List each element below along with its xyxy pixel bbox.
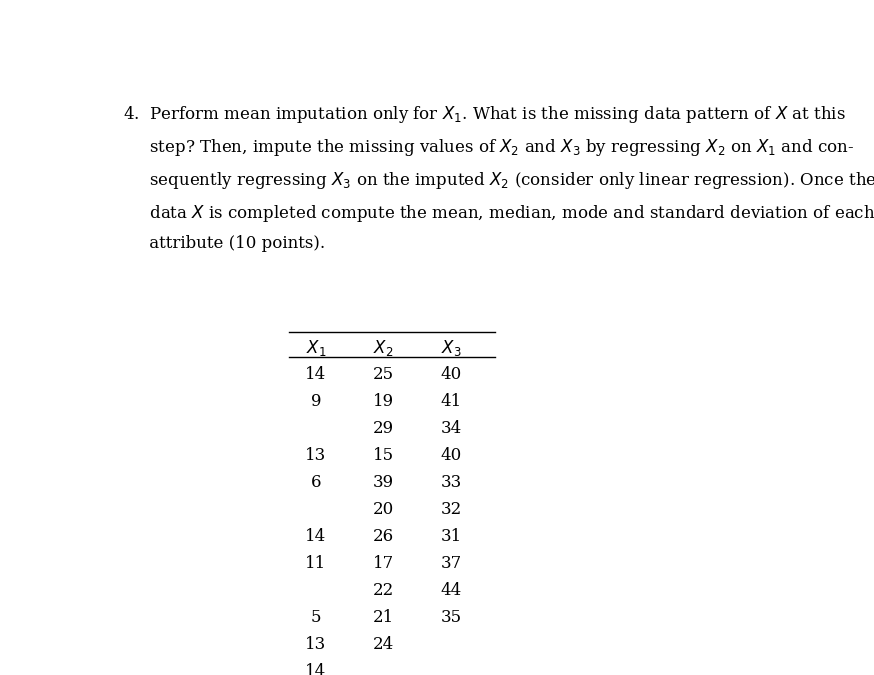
- Text: 17: 17: [373, 556, 394, 572]
- Text: 40: 40: [440, 448, 462, 464]
- Text: 14: 14: [305, 664, 327, 675]
- Text: 24: 24: [373, 637, 394, 653]
- Text: 13: 13: [305, 448, 327, 464]
- Text: 32: 32: [440, 502, 462, 518]
- Text: 22: 22: [373, 583, 394, 599]
- Text: 35: 35: [440, 610, 461, 626]
- Text: 14: 14: [305, 366, 327, 383]
- Text: 21: 21: [373, 610, 394, 626]
- Text: 41: 41: [440, 393, 462, 410]
- Text: 14: 14: [305, 529, 327, 545]
- Text: $X_1$: $X_1$: [306, 338, 326, 358]
- Text: 34: 34: [440, 421, 462, 437]
- Text: 15: 15: [373, 448, 394, 464]
- Text: $X_2$: $X_2$: [373, 338, 394, 358]
- Text: 33: 33: [440, 475, 462, 491]
- Text: 20: 20: [373, 502, 394, 518]
- Text: 11: 11: [305, 556, 327, 572]
- Text: 9: 9: [310, 393, 321, 410]
- Text: step? Then, impute the missing values of $X_2$ and $X_3$ by regressing $X_2$ on : step? Then, impute the missing values of…: [122, 137, 854, 158]
- Text: attribute (10 points).: attribute (10 points).: [122, 236, 325, 252]
- Text: 19: 19: [373, 393, 394, 410]
- Text: 31: 31: [440, 529, 462, 545]
- Text: 25: 25: [373, 366, 394, 383]
- Text: $X_3$: $X_3$: [441, 338, 461, 358]
- Text: sequently regressing $X_3$ on the imputed $X_2$ (consider only linear regression: sequently regressing $X_3$ on the impute…: [122, 170, 874, 191]
- Text: data $X$ is completed compute the mean, median, mode and standard deviation of e: data $X$ is completed compute the mean, …: [122, 202, 874, 223]
- Text: 13: 13: [305, 637, 327, 653]
- Text: 26: 26: [373, 529, 394, 545]
- Text: 5: 5: [310, 610, 321, 626]
- Text: 29: 29: [373, 421, 394, 437]
- Text: 44: 44: [440, 583, 462, 599]
- Text: 6: 6: [310, 475, 321, 491]
- Text: 4.  Perform mean imputation only for $X_1$. What is the missing data pattern of : 4. Perform mean imputation only for $X_1…: [122, 105, 846, 126]
- Text: 39: 39: [373, 475, 394, 491]
- Text: 40: 40: [440, 366, 462, 383]
- Text: 37: 37: [440, 556, 462, 572]
